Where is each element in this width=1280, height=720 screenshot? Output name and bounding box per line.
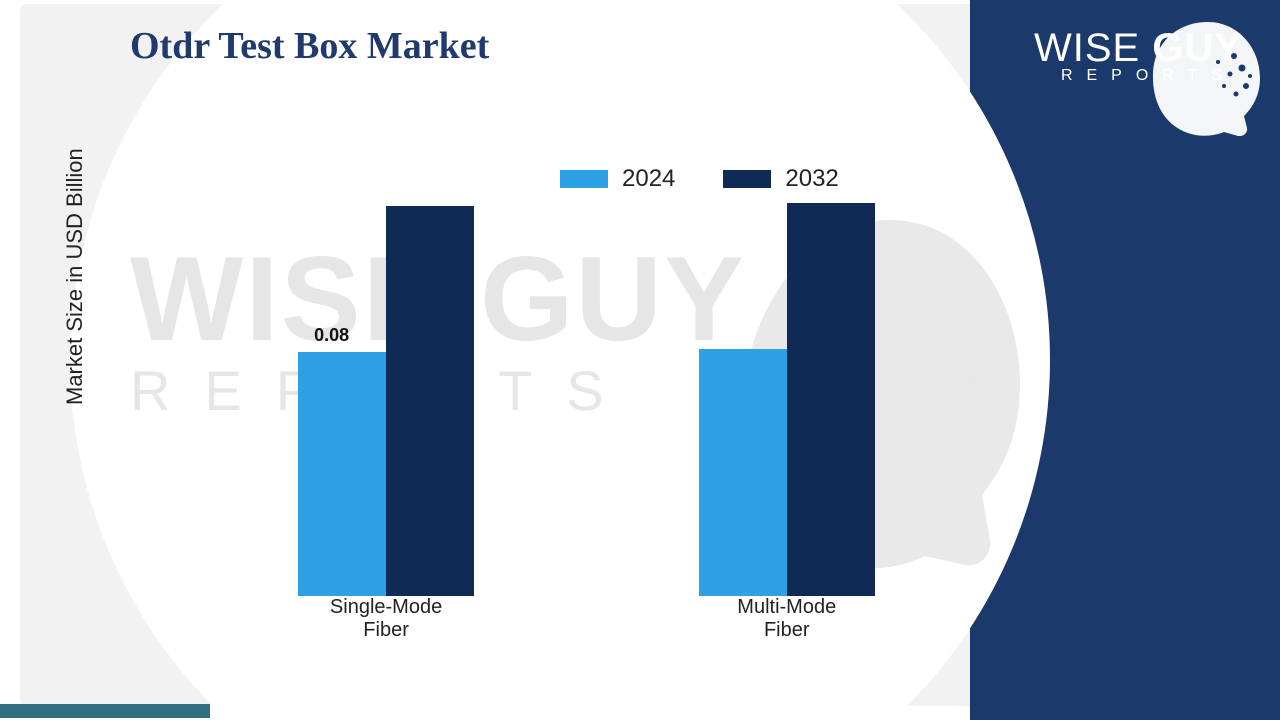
bar-2032-0 bbox=[386, 206, 474, 596]
category-label: Multi-ModeFiber bbox=[679, 596, 895, 642]
bar-2024-0 bbox=[298, 352, 386, 596]
legend: 2024 2032 bbox=[560, 165, 839, 193]
plot-area: 0.08 bbox=[208, 200, 950, 596]
chart-title: Otdr Test Box Market bbox=[130, 24, 489, 68]
stage: WISE GUY REPORTS Otdr Test Box Market Ma… bbox=[0, 0, 1280, 720]
brand-head-icon bbox=[1146, 16, 1266, 136]
x-axis: Single-ModeFiberMulti-ModeFiber bbox=[208, 596, 950, 630]
legend-item-2024: 2024 bbox=[560, 165, 675, 193]
legend-item-2032: 2032 bbox=[723, 165, 838, 193]
legend-swatch-2032 bbox=[723, 170, 771, 188]
legend-label-2032: 2032 bbox=[785, 165, 838, 193]
bar-2032-1 bbox=[787, 203, 875, 596]
brand-word-wise: WISE bbox=[1034, 26, 1140, 70]
bar-2024-1 bbox=[699, 349, 787, 596]
category-label: Single-ModeFiber bbox=[278, 596, 494, 642]
chart-area: 0.08 Single-ModeFiberMulti-ModeFiber bbox=[130, 200, 950, 630]
bottom-strip bbox=[0, 704, 210, 718]
bar-value-label: 0.08 bbox=[314, 325, 349, 346]
legend-swatch-2024 bbox=[560, 170, 608, 188]
legend-label-2024: 2024 bbox=[622, 165, 675, 193]
y-axis-label: Market Size in USD Billion bbox=[62, 148, 88, 405]
